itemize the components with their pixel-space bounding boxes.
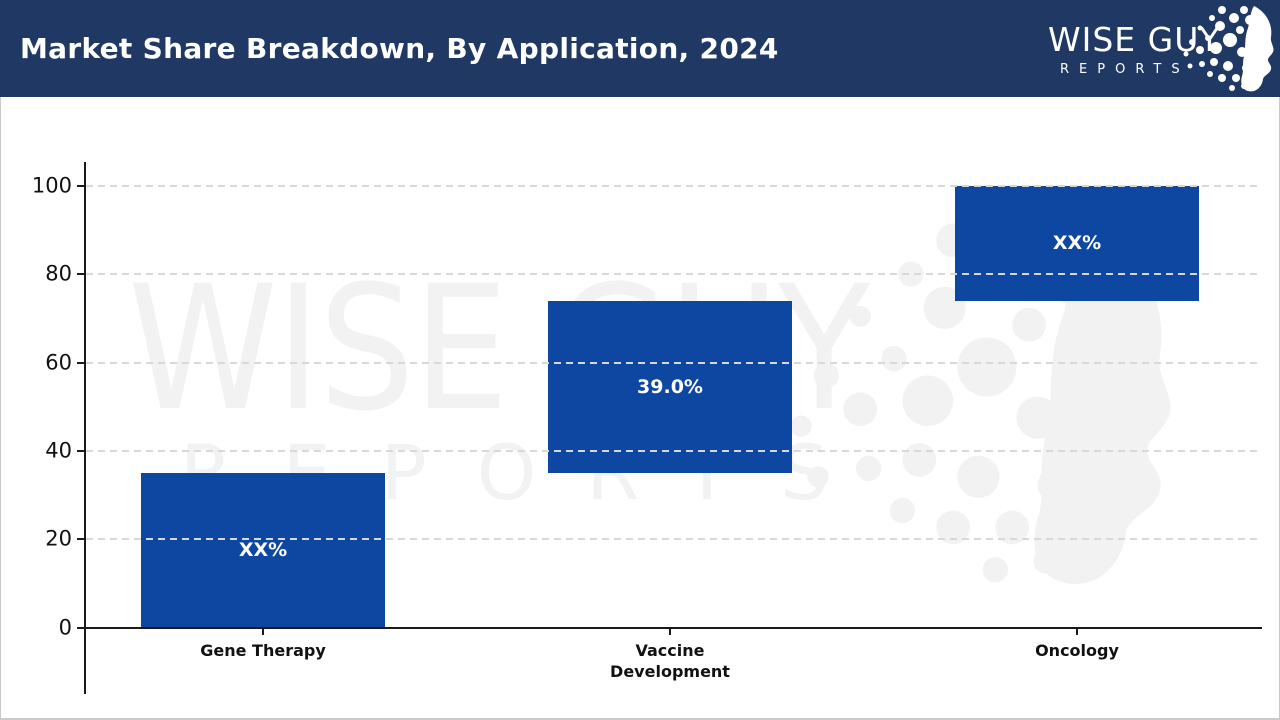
gridline-y-80 xyxy=(86,273,1262,276)
y-tick-80 xyxy=(77,273,84,276)
gridline-y-20 xyxy=(86,538,1262,541)
gridline-y-60 xyxy=(86,361,1262,364)
bar-oncology xyxy=(955,186,1199,301)
bar-value-label-oncology: XX% xyxy=(1052,232,1102,255)
y-tick-40 xyxy=(77,449,84,452)
logo-subtext: REPORTS xyxy=(1060,62,1190,77)
header-bar: Market Share Breakdown, By Application, … xyxy=(0,0,1280,97)
frame-border-left xyxy=(0,97,1,720)
y-tick-label-0: 0 xyxy=(58,615,72,639)
dotted-face-icon xyxy=(1183,6,1274,92)
x-tick-oncology xyxy=(1076,629,1078,635)
y-tick-20 xyxy=(77,538,84,541)
bar-value-label-vaccine-development: 39.0% xyxy=(637,375,703,398)
x-tick-label-vaccine-development: Vaccine Development xyxy=(610,640,730,682)
bar-gene-therapy xyxy=(141,472,385,628)
bar-value-label-gene-therapy: XX% xyxy=(238,539,288,562)
gridline-y-100 xyxy=(86,185,1262,187)
x-tick-label-gene-therapy: Gene Therapy xyxy=(200,640,326,660)
y-tick-label-20: 20 xyxy=(45,526,72,551)
y-tick-100 xyxy=(77,185,84,187)
page-title: Market Share Breakdown, By Application, … xyxy=(20,32,779,65)
frame-border-bottom xyxy=(0,718,1280,720)
y-tick-label-80: 80 xyxy=(45,261,72,286)
x-axis-line xyxy=(84,627,1262,629)
y-axis-line xyxy=(84,162,86,694)
gridline-y-40 xyxy=(86,449,1262,452)
market-share-chart: 0 20 40 60 80 100 XX% 39.0% XX% Gene Therapy Vac… xyxy=(0,97,1280,720)
wise-guy-reports-logo: WISE GUY REPORTS xyxy=(1010,0,1274,97)
y-tick-label-100: 100 xyxy=(31,173,72,198)
x-tick-vaccine-development xyxy=(669,629,671,635)
y-tick-60 xyxy=(77,361,84,364)
y-tick-label-40: 40 xyxy=(45,438,72,463)
y-tick-0 xyxy=(77,626,84,629)
y-tick-label-60: 60 xyxy=(45,350,72,375)
x-tick-label-oncology: Oncology xyxy=(1035,640,1119,660)
bar-vaccine-development xyxy=(548,300,792,473)
x-tick-gene-therapy xyxy=(262,629,264,635)
